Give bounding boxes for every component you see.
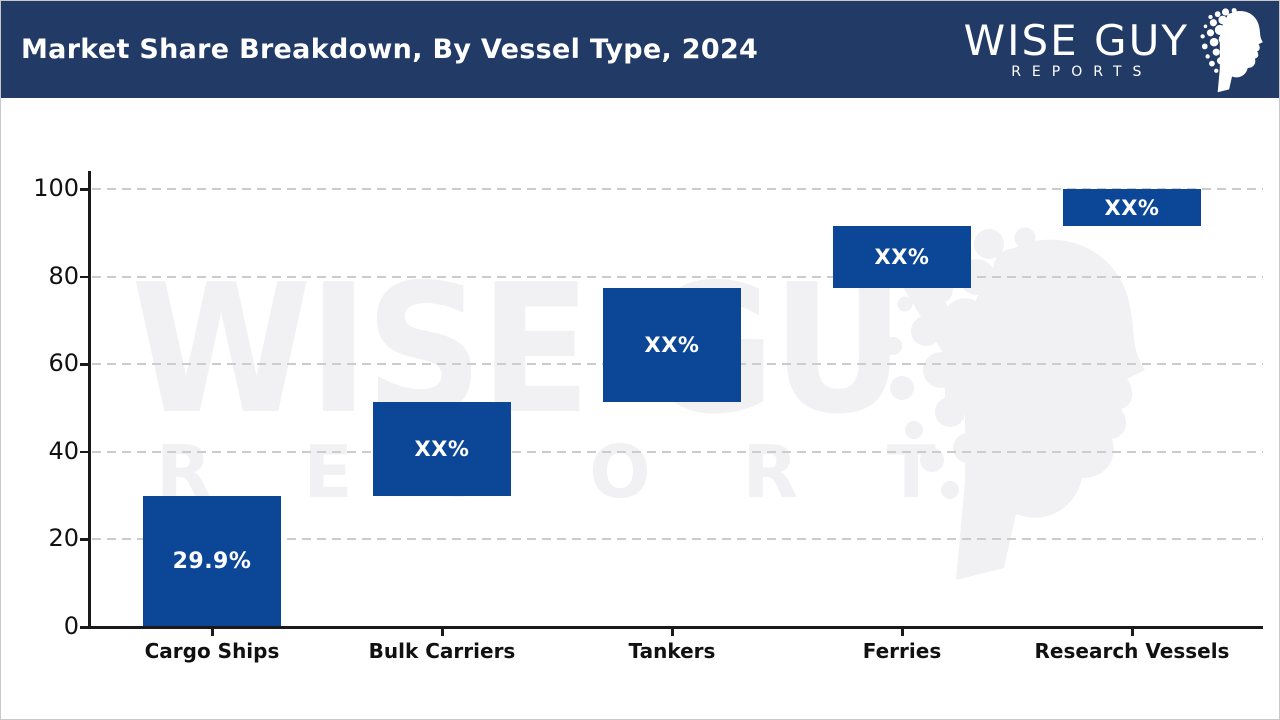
- gridline-40: [92, 450, 1263, 453]
- gridline-100: [92, 188, 1263, 190]
- bar-value-label: XX%: [644, 332, 700, 357]
- y-axis-tick-label: 40: [48, 436, 79, 465]
- logo-subtext: REPORTS: [1011, 64, 1153, 81]
- logo-text: WISE GUY REPORTS: [963, 15, 1189, 81]
- bar-value-label: XX%: [1104, 195, 1160, 220]
- logo-wordmark: WISE GUY: [963, 15, 1189, 65]
- x-axis-category-label: Ferries: [862, 639, 942, 663]
- y-axis-tick-label: 20: [48, 524, 79, 553]
- bar-cargo-ships: 29.9%: [143, 496, 281, 627]
- x-axis-tick-mark: [211, 628, 214, 636]
- y-axis-tick-mark: [80, 538, 89, 541]
- x-axis-category-label: Tankers: [628, 639, 716, 663]
- y-axis-tick-mark: [80, 626, 89, 629]
- x-axis-tick-mark: [441, 628, 444, 636]
- bar-value-label: XX%: [414, 436, 470, 461]
- bar-ferries: XX%: [833, 226, 971, 288]
- watermark-subtext: REPORTS: [156, 430, 1172, 514]
- y-axis-tick-mark: [80, 450, 89, 454]
- brand-logo: WISE GUY REPORTS: [963, 7, 1279, 93]
- x-axis-tick-mark: [671, 628, 674, 636]
- gridline-20: [92, 538, 1263, 541]
- y-axis-tick-label: 100: [33, 174, 79, 202]
- y-axis-tick-label: 60: [48, 349, 79, 378]
- gridline-80: [92, 275, 1263, 278]
- x-axis-category-label: Research Vessels: [1034, 639, 1230, 663]
- y-axis-tick-mark: [80, 275, 89, 279]
- bar-value-label: XX%: [874, 245, 930, 270]
- bar-tankers: XX%: [603, 287, 741, 402]
- x-axis-tick-mark: [901, 628, 904, 636]
- y-axis-tick-label: 80: [48, 261, 79, 290]
- x-axis-category-label: Cargo Ships: [144, 639, 280, 663]
- y-axis-tick-mark: [80, 188, 89, 191]
- x-axis-line: [88, 626, 1263, 629]
- y-axis-tick-mark: [80, 363, 89, 366]
- y-axis-tick-label: 0: [63, 612, 79, 640]
- page-title: Market Share Breakdown, By Vessel Type, …: [21, 34, 759, 65]
- x-axis-tick-mark: [1131, 628, 1134, 636]
- bar-research-vessels: XX%: [1063, 189, 1201, 227]
- bar-bulk-carriers: XX%: [373, 401, 511, 497]
- x-axis-category-label: Bulk Carriers: [368, 639, 516, 663]
- bar-value-label: 29.9%: [172, 549, 252, 574]
- header: Market Share Breakdown, By Vessel Type, …: [1, 1, 1279, 98]
- y-axis-line: [88, 171, 91, 628]
